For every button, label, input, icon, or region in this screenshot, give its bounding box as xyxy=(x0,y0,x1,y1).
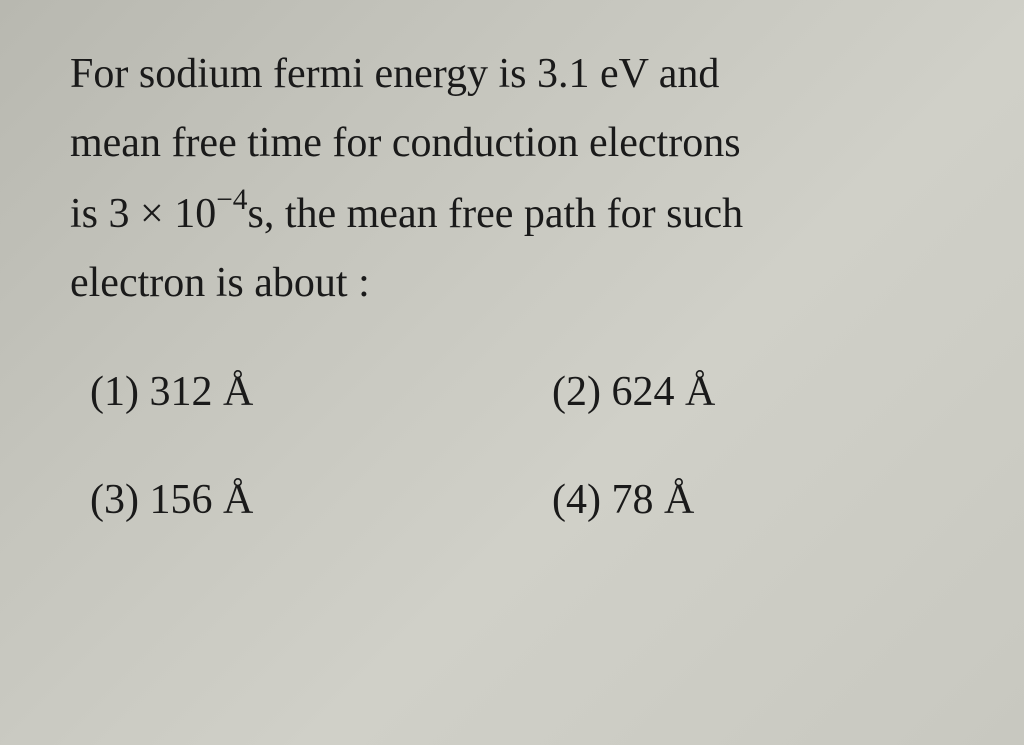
question-line-1: For sodium fermi energy is 3.1 eV and xyxy=(70,51,719,97)
option-4[interactable]: (4) 78 Å xyxy=(552,476,974,524)
question-text: For sodium fermi energy is 3.1 eV and me… xyxy=(70,40,974,318)
option-4-unit: Å xyxy=(664,476,694,524)
question-line-3-prefix: is 3 × 10 xyxy=(70,191,216,237)
option-2-label: (2) xyxy=(552,369,601,415)
option-1-value: 312 xyxy=(149,369,212,415)
option-1-unit: Å xyxy=(223,368,253,416)
option-1-label: (1) xyxy=(90,369,139,415)
option-4-value: 78 xyxy=(611,477,653,523)
question-line-3-suffix: s, the mean free path for such xyxy=(247,191,743,237)
question-line-4: electron is about : xyxy=(70,260,370,306)
option-3-label: (3) xyxy=(90,477,139,523)
option-3-unit: Å xyxy=(223,476,253,524)
option-3[interactable]: (3) 156 Å xyxy=(90,476,512,524)
option-4-label: (4) xyxy=(552,477,601,523)
option-2-unit: Å xyxy=(685,368,715,416)
option-2-value: 624 xyxy=(611,369,674,415)
question-line-2: mean free time for conduction electrons xyxy=(70,120,741,166)
option-2[interactable]: (2) 624 Å xyxy=(552,368,974,416)
option-1[interactable]: (1) 312 Å xyxy=(90,368,512,416)
option-3-value: 156 xyxy=(149,477,212,523)
question-exponent: −4 xyxy=(216,184,247,216)
options-container: (1) 312 Å (2) 624 Å (3) 156 Å (4) 78 Å xyxy=(70,368,974,524)
